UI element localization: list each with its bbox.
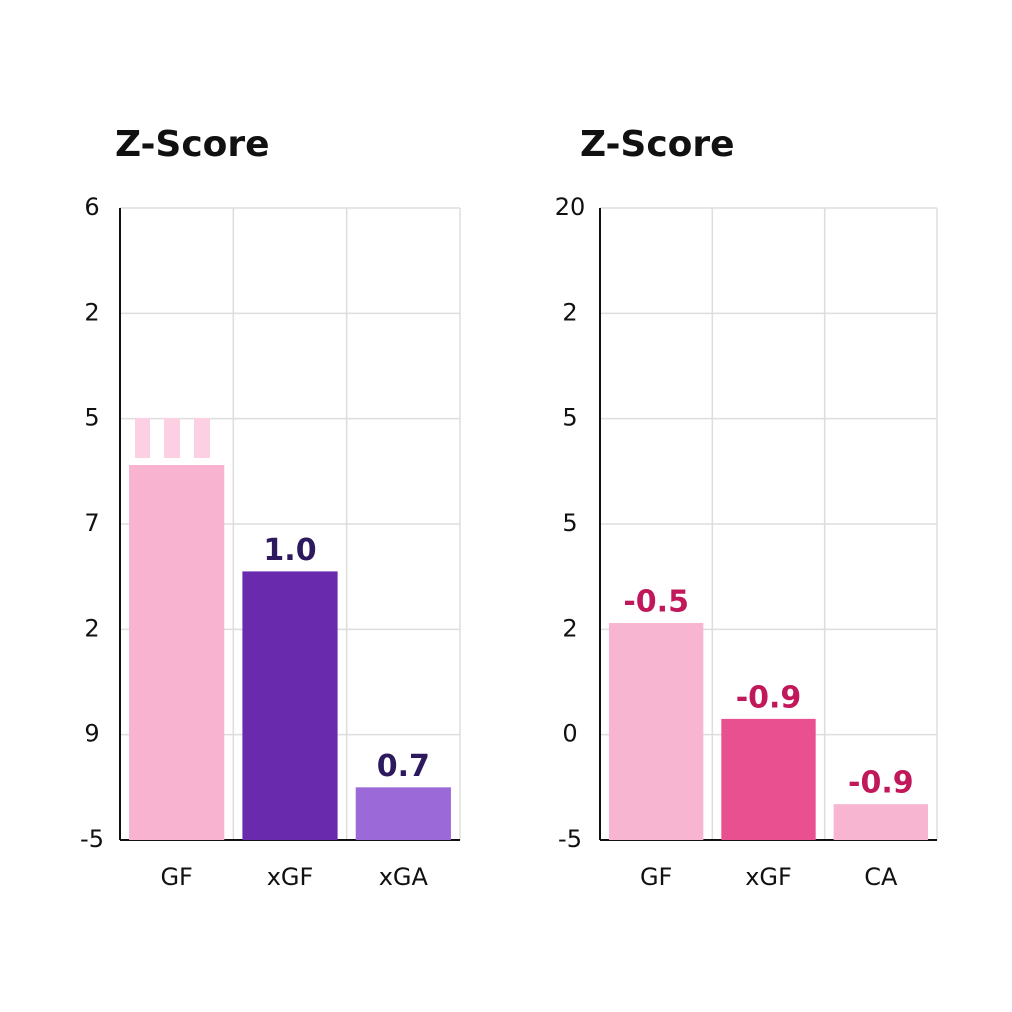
bar [242,571,338,840]
x-tick-label: xGF [745,863,792,891]
chart-title: Z-Score [115,124,270,165]
y-tick-label: 6 [84,193,99,221]
x-tick-label: xGA [379,863,429,891]
stub [135,418,150,458]
data-label: -0.5 [623,585,689,620]
data-label: -0.9 [848,766,914,801]
y-tick-label: 5 [562,404,577,432]
data-label: 1.0 [263,533,316,568]
chart-title: Z-Score [580,124,735,165]
stub [194,418,210,458]
y-tick-label: 2 [562,298,577,326]
bar [355,787,451,840]
y-tick-label: 9 [84,720,99,748]
bar [721,718,816,840]
bar [129,465,225,840]
data-label: -0.9 [736,680,802,715]
bar [833,804,929,840]
x-tick-label: CA [864,863,898,891]
y-tick-label: 5 [84,404,99,432]
y-tick-label: 7 [84,509,99,537]
bar [608,623,704,840]
y-tick-label: 2 [562,614,577,642]
y-tick-label: 20 [555,193,586,221]
x-tick-label: xGF [267,863,314,891]
y-tick-label: 0 [562,720,577,748]
stub [164,418,180,458]
x-tick-label: GF [640,863,672,891]
y-tick-label: 5 [562,509,577,537]
x-tick-label: GF [160,863,192,891]
decoration-stubs [135,418,210,458]
y-tick-label: 2 [84,614,99,642]
y-tick-label: 2 [84,298,99,326]
data-label: 0.7 [377,749,430,784]
y-tick-label: -5 [558,825,582,853]
y-tick-label: -5 [80,825,104,853]
